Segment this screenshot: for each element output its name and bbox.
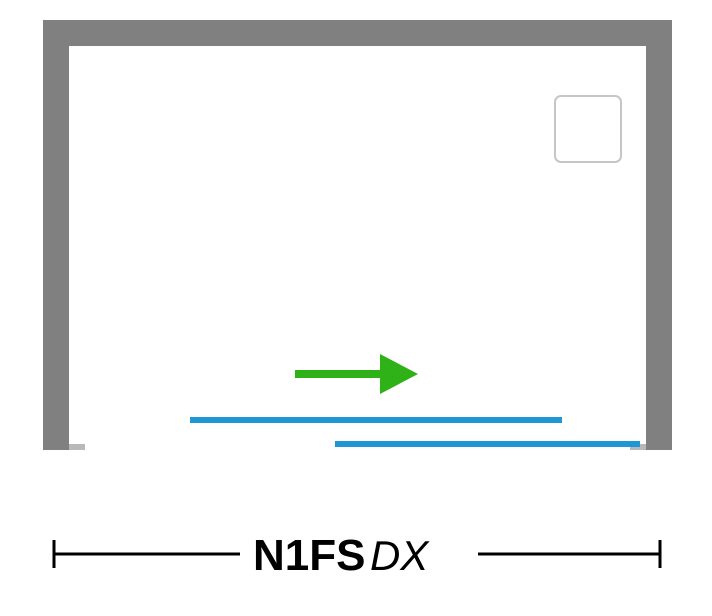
diagram-svg: N1FS DX	[0, 0, 712, 616]
model-label-italic: DX	[370, 532, 430, 579]
model-label-bold: N1FS	[253, 531, 365, 580]
direction-arrow-head	[380, 354, 418, 394]
drain-box	[555, 96, 621, 162]
model-label: N1FS DX	[253, 531, 430, 580]
